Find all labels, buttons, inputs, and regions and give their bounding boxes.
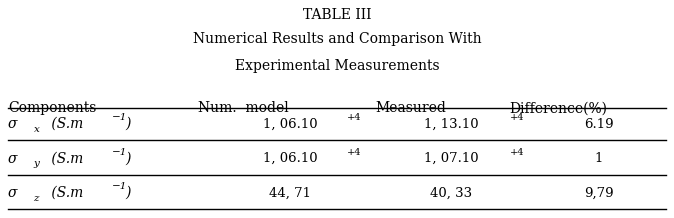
Text: 1: 1 xyxy=(594,152,603,165)
Text: σ: σ xyxy=(8,186,18,200)
Text: TABLE III: TABLE III xyxy=(303,8,371,22)
Text: 40, 33: 40, 33 xyxy=(430,186,472,199)
Text: ): ) xyxy=(125,186,131,200)
Text: +4: +4 xyxy=(346,148,361,157)
Text: Num.  model: Num. model xyxy=(197,101,288,116)
Text: x: x xyxy=(34,125,40,134)
Text: Measured: Measured xyxy=(375,101,446,116)
Text: ): ) xyxy=(125,117,131,131)
Text: σ: σ xyxy=(8,152,18,165)
Text: −1: −1 xyxy=(112,113,127,122)
Text: (S.m: (S.m xyxy=(47,117,84,131)
Text: (S.m: (S.m xyxy=(47,152,84,165)
Text: 1, 06.10: 1, 06.10 xyxy=(263,118,317,131)
Text: 9,79: 9,79 xyxy=(584,186,613,199)
Text: −1: −1 xyxy=(112,182,127,191)
Text: Numerical Results and Comparison With: Numerical Results and Comparison With xyxy=(193,32,481,46)
Text: 1, 07.10: 1, 07.10 xyxy=(424,152,479,165)
Text: (S.m: (S.m xyxy=(47,186,84,200)
Text: z: z xyxy=(34,194,39,203)
Text: Components: Components xyxy=(8,101,96,116)
Text: 1, 06.10: 1, 06.10 xyxy=(263,152,317,165)
Text: Experimental Measurements: Experimental Measurements xyxy=(235,60,439,73)
Text: y: y xyxy=(34,159,40,168)
Text: −1: −1 xyxy=(112,148,127,157)
Text: σ: σ xyxy=(8,117,18,131)
Text: +4: +4 xyxy=(346,113,361,122)
Text: Difference(%): Difference(%) xyxy=(510,101,607,116)
Text: 6.19: 6.19 xyxy=(584,118,613,131)
Text: 44, 71: 44, 71 xyxy=(269,186,311,199)
Text: +4: +4 xyxy=(510,148,524,157)
Text: ): ) xyxy=(125,152,131,165)
Text: +4: +4 xyxy=(510,113,524,122)
Text: 1, 13.10: 1, 13.10 xyxy=(424,118,479,131)
